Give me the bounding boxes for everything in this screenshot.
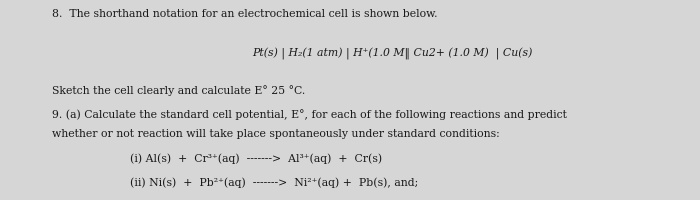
Text: whether or not reaction will take place spontaneously under standard conditions:: whether or not reaction will take place …: [52, 128, 500, 138]
Text: 8.  The shorthand notation for an electrochemical cell is shown below.: 8. The shorthand notation for an electro…: [52, 9, 438, 19]
Text: Pt(s) | H₂(1 atm) | H⁺(1.0 M‖ Cu2+ (1.0 M)  | Cu(s): Pt(s) | H₂(1 atm) | H⁺(1.0 M‖ Cu2+ (1.0 …: [252, 48, 533, 60]
Text: Sketch the cell clearly and calculate E° 25 °C.: Sketch the cell clearly and calculate E°…: [52, 85, 306, 96]
Text: 9. (a) Calculate the standard cell potential, E°, for each of the following reac: 9. (a) Calculate the standard cell poten…: [52, 109, 568, 120]
Text: (i) Al(s)  +  Cr³⁺(aq)  ------->  Al³⁺(aq)  +  Cr(s): (i) Al(s) + Cr³⁺(aq) -------> Al³⁺(aq) +…: [130, 153, 382, 164]
Text: (ii) Ni(s)  +  Pb²⁺(aq)  ------->  Ni²⁺(aq) +  Pb(s), and;: (ii) Ni(s) + Pb²⁺(aq) -------> Ni²⁺(aq) …: [130, 177, 418, 188]
